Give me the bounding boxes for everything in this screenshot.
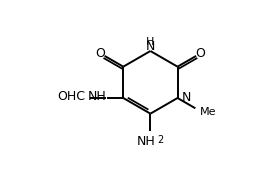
Text: NH: NH: [88, 90, 107, 103]
Text: H: H: [146, 37, 154, 47]
Text: 2: 2: [157, 135, 164, 145]
Text: O: O: [196, 47, 205, 60]
Text: N: N: [182, 91, 191, 104]
Text: Me: Me: [200, 107, 216, 117]
Text: NH: NH: [136, 135, 155, 148]
Text: N: N: [146, 40, 155, 53]
Text: OHC: OHC: [57, 90, 85, 103]
Text: O: O: [95, 47, 105, 60]
